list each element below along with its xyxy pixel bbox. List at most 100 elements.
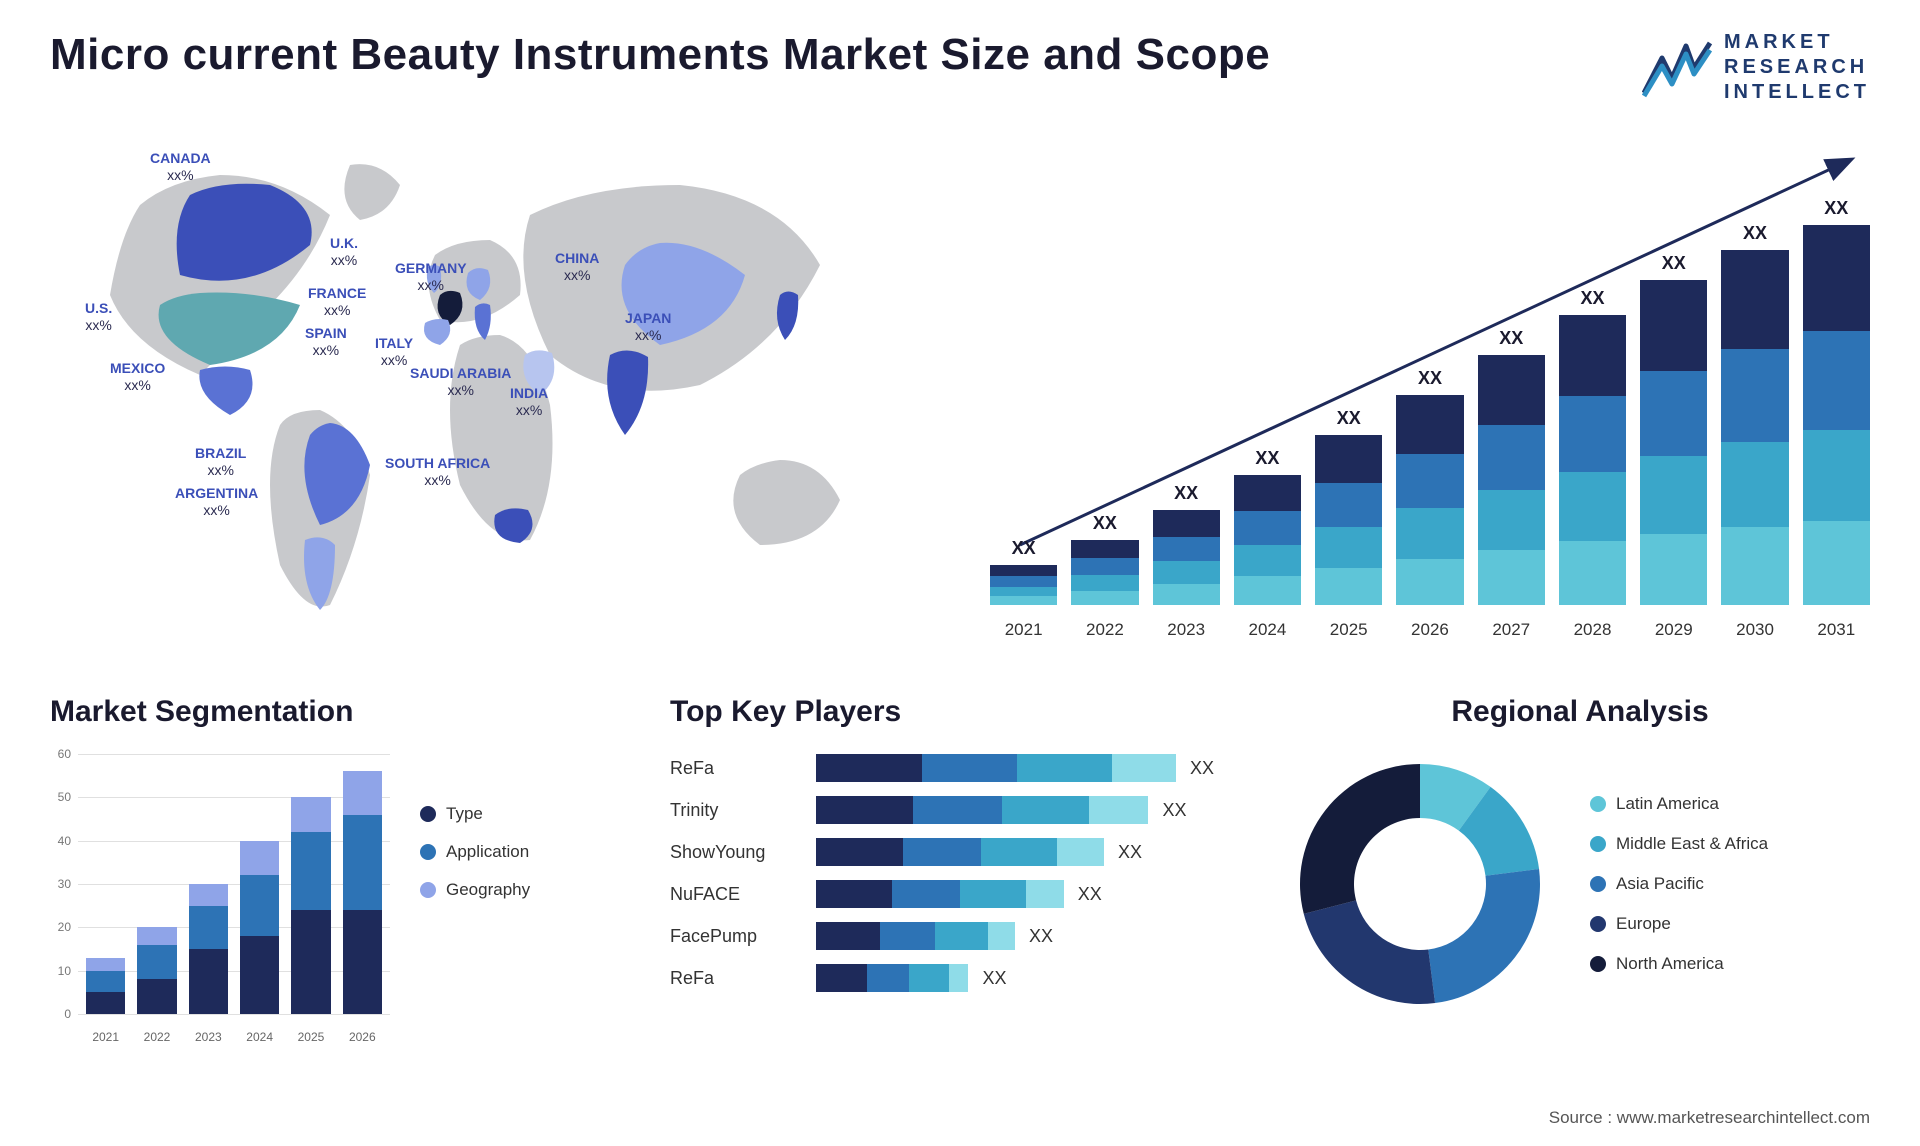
map-label: CHINAxx% [555,250,599,284]
key-player-value: XX [1118,842,1142,863]
map-label: SPAINxx% [305,325,347,359]
source-attribution: Source : www.marketresearchintellect.com [1549,1108,1870,1128]
growth-bar: XX [990,538,1057,605]
key-player-value: XX [1190,758,1214,779]
growth-year-label: 2026 [1396,620,1463,640]
key-player-name: NuFACE [670,884,800,905]
seg-year-label: 2026 [343,1030,382,1044]
growth-bar-value: XX [1174,483,1198,504]
seg-y-tick: 10 [58,964,71,978]
seg-bar [189,884,228,1014]
key-player-name: FacePump [670,926,800,947]
regional-title: Regional Analysis [1290,695,1870,729]
seg-bar [240,841,279,1014]
legend-item: Asia Pacific [1590,874,1768,894]
key-player-row: Trinity XX [670,796,1250,824]
key-player-value: XX [982,968,1006,989]
key-player-name: ReFa [670,758,800,779]
seg-bar [137,927,176,1014]
key-player-value: XX [1078,884,1102,905]
map-label: CANADAxx% [150,150,211,184]
key-player-name: ShowYoung [670,842,800,863]
growth-bar-value: XX [1012,538,1036,559]
map-label: GERMANYxx% [395,260,467,294]
key-player-row: NuFACE XX [670,880,1250,908]
growth-bar: XX [1803,198,1870,605]
growth-bar: XX [1071,513,1138,605]
key-players-panel: Top Key Players ReFaXXTrinityXXShowYoung… [670,695,1250,1044]
logo-icon [1642,38,1712,98]
growth-year-label: 2027 [1478,620,1545,640]
key-player-value: XX [1029,926,1053,947]
growth-bar-value: XX [1255,448,1279,469]
growth-bar: XX [1721,223,1788,605]
growth-bar-value: XX [1337,408,1361,429]
growth-year-label: 2022 [1071,620,1138,640]
map-label: U.K.xx% [330,235,358,269]
key-player-row: FacePump XX [670,922,1250,950]
key-players-title: Top Key Players [670,695,1250,729]
key-player-name: Trinity [670,800,800,821]
growth-bar: XX [1315,408,1382,605]
seg-year-label: 2023 [189,1030,228,1044]
legend-item: Geography [420,880,530,900]
growth-bar: XX [1640,253,1707,605]
growth-year-label: 2029 [1640,620,1707,640]
growth-bar-value: XX [1093,513,1117,534]
seg-bar [86,958,125,1014]
seg-y-tick: 20 [58,920,71,934]
growth-bar: XX [1478,328,1545,605]
growth-year-label: 2021 [990,620,1057,640]
growth-bar: XX [1559,288,1626,605]
key-player-value: XX [1162,800,1186,821]
legend-item: Application [420,842,530,862]
logo-line1: MARKET [1724,30,1870,55]
seg-year-label: 2025 [291,1030,330,1044]
seg-year-label: 2021 [86,1030,125,1044]
growth-year-label: 2025 [1315,620,1382,640]
growth-year-label: 2031 [1803,620,1870,640]
growth-bar-value: XX [1743,223,1767,244]
growth-chart-panel: XX XX XX XX XX XX XX XX XX XX XX 2021 2022 2023 2024 2… [990,145,1870,645]
seg-y-tick: 40 [58,834,71,848]
key-player-row: ReFaXX [670,964,1250,992]
map-label: ITALYxx% [375,335,413,369]
segmentation-chart: 0102030405060 202120222023202420252026 [50,754,390,1044]
legend-item: Europe [1590,914,1768,934]
seg-y-tick: 0 [64,1007,71,1021]
logo-line2: RESEARCH [1724,55,1870,80]
map-label: SOUTH AFRICAxx% [385,455,490,489]
brand-logo: MARKET RESEARCH INTELLECT [1642,30,1870,105]
key-player-row: ReFa XX [670,754,1250,782]
map-label: U.S.xx% [85,300,112,334]
regional-legend: Latin America Middle East & Africa Asia Pa… [1590,794,1768,974]
seg-y-tick: 50 [58,790,71,804]
logo-line3: INTELLECT [1724,80,1870,105]
seg-bar [291,797,330,1014]
legend-item: Latin America [1590,794,1768,814]
growth-bar-value: XX [1499,328,1523,349]
seg-year-label: 2024 [240,1030,279,1044]
growth-year-label: 2024 [1234,620,1301,640]
map-label: FRANCExx% [308,285,366,319]
growth-year-label: 2023 [1153,620,1220,640]
map-label: JAPANxx% [625,310,671,344]
map-label: SAUDI ARABIAxx% [410,365,511,399]
growth-bar-value: XX [1580,288,1604,309]
regional-donut [1290,754,1550,1014]
map-label: ARGENTINAxx% [175,485,258,519]
seg-y-tick: 30 [58,877,71,891]
map-label: BRAZILxx% [195,445,246,479]
growth-year-label: 2030 [1721,620,1788,640]
seg-year-label: 2022 [137,1030,176,1044]
legend-item: Middle East & Africa [1590,834,1768,854]
growth-year-label: 2028 [1559,620,1626,640]
world-map-panel: CANADAxx% U.S.xx% MEXICOxx% BRAZILxx% ARGENT… [50,145,930,645]
growth-bar-value: XX [1662,253,1686,274]
growth-bar: XX [1153,483,1220,605]
map-label: MEXICOxx% [110,360,165,394]
map-label: INDIAxx% [510,385,548,419]
page-title: Micro current Beauty Instruments Market … [50,30,1270,80]
regional-panel: Regional Analysis Latin America Middle Ea… [1290,695,1870,1044]
growth-bar: XX [1396,368,1463,605]
